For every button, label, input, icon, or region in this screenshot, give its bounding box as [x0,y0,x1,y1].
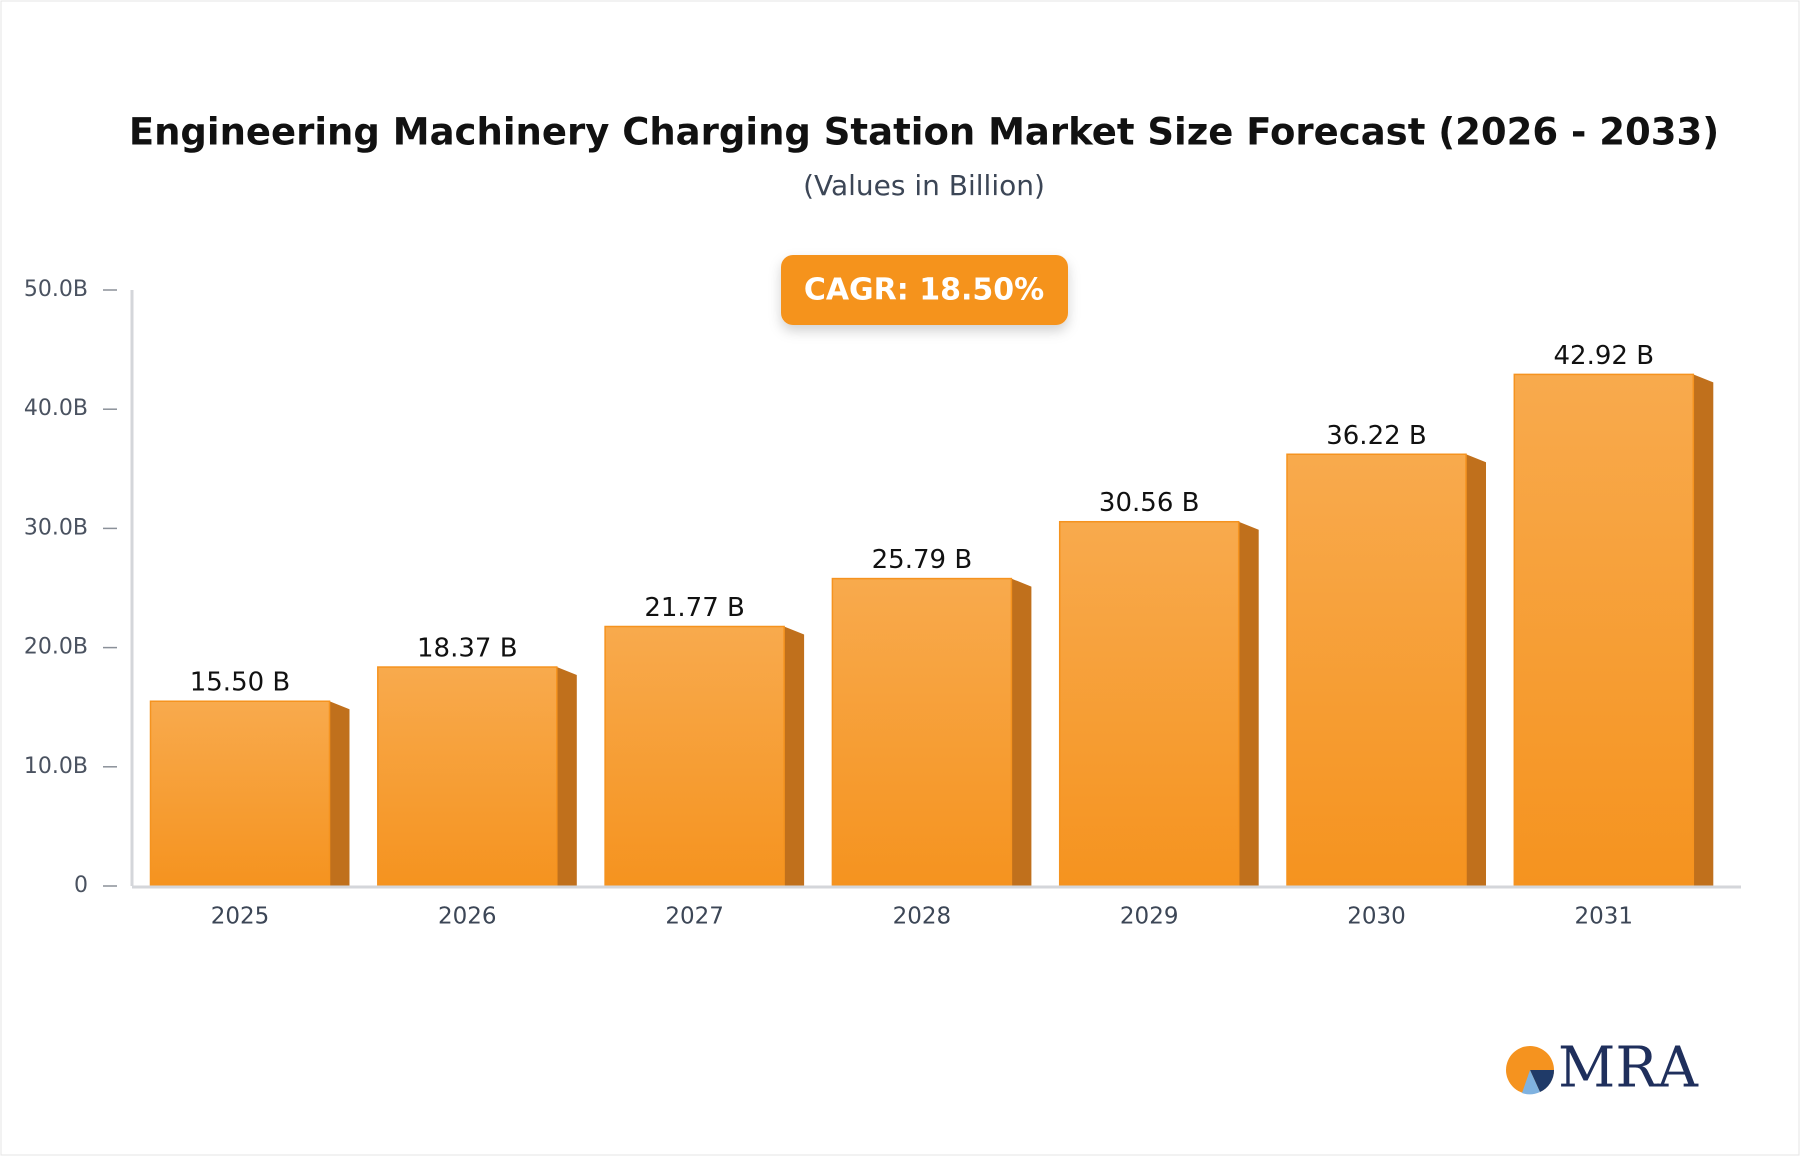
value-label: 18.37 B [417,634,518,664]
x-tick-label: 2027 [665,904,724,930]
bar [1058,520,1240,887]
value-label: 21.77 B [644,593,745,623]
bar-side [784,626,805,886]
y-tick-label: 10.0B [24,754,88,779]
logo: MRA [1506,1036,1699,1101]
bar [149,700,331,887]
x-tick-label: 2025 [211,904,270,930]
cagr-badge [781,255,1068,325]
bar [1286,453,1467,887]
value-label: 42.92 B [1554,341,1655,371]
x-tick-label: 2031 [1575,904,1634,930]
logo-icon-slice [1522,1070,1540,1095]
chart-title: Engineering Machinery Charging Station M… [129,111,1719,154]
bar [604,625,785,887]
cagr-label: CAGR: 18.50% [804,273,1044,308]
y-tick-label: 0 [74,873,88,898]
x-tick-label: 2028 [893,904,952,930]
bar-side [329,701,350,886]
bar-side [1466,454,1486,886]
value-label: 15.50 B [190,668,291,698]
bar [377,666,558,887]
value-label: 25.79 B [872,545,973,575]
y-tick-label: 40.0B [24,396,88,421]
y-tick-label: 50.0B [24,277,88,302]
chart-subtitle: (Values in Billion) [803,169,1045,202]
bar [1513,373,1695,887]
logo-icon-slice [1530,1070,1555,1092]
x-tick-label: 2026 [438,904,497,930]
bar-side [1011,578,1032,886]
y-tick-label: 30.0B [24,515,88,540]
y-tick-label: 20.0B [24,635,88,660]
value-label: 30.56 B [1099,488,1200,518]
bar [831,577,1013,887]
bar-side [1693,374,1714,886]
x-tick-label: 2029 [1120,904,1179,930]
value-label: 36.22 B [1326,421,1427,451]
logo-text: MRA [1558,1036,1699,1101]
bar-side [1238,521,1259,886]
x-tick-label: 2030 [1347,904,1406,930]
bar-side [556,667,577,886]
